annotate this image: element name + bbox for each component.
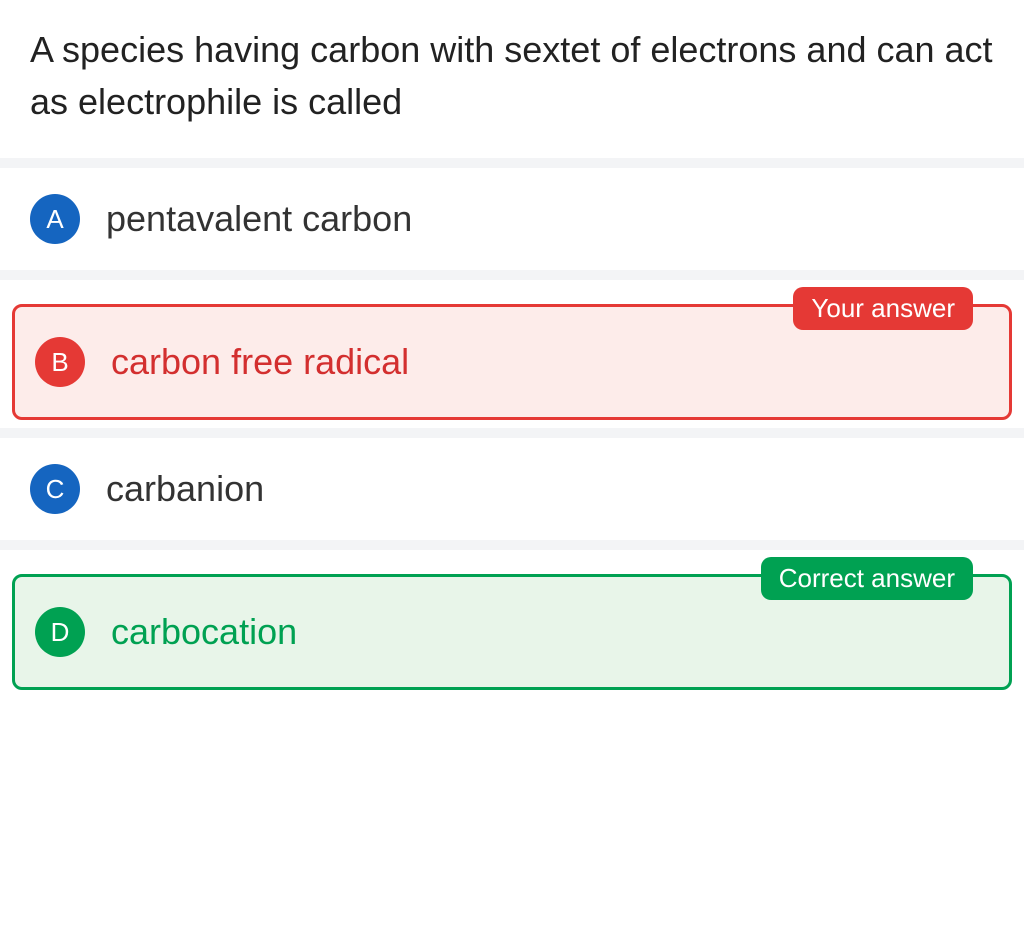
option-a-label: pentavalent carbon [106,198,412,240]
option-d-wrapper: Correct answer D carbocation [0,550,1024,698]
quiz-container: A species having carbon with sextet of e… [0,0,1024,698]
divider [0,270,1024,280]
divider [0,540,1024,550]
question-text: A species having carbon with sextet of e… [30,24,994,128]
your-answer-tag: Your answer [793,287,973,330]
option-c-label: carbanion [106,468,264,510]
option-b-wrapper: Your answer B carbon free radical [0,280,1024,428]
option-c-badge: C [30,464,80,514]
option-b[interactable]: Your answer B carbon free radical [12,304,1012,420]
option-d-label: carbocation [111,611,297,653]
option-a-badge: A [30,194,80,244]
question-block: A species having carbon with sextet of e… [0,0,1024,158]
divider [0,158,1024,168]
option-a[interactable]: A pentavalent carbon [0,168,1024,270]
option-d[interactable]: Correct answer D carbocation [12,574,1012,690]
option-b-badge: B [35,337,85,387]
option-c[interactable]: C carbanion [0,438,1024,540]
divider [0,428,1024,438]
correct-answer-tag: Correct answer [761,557,973,600]
option-b-label: carbon free radical [111,341,409,383]
option-d-badge: D [35,607,85,657]
